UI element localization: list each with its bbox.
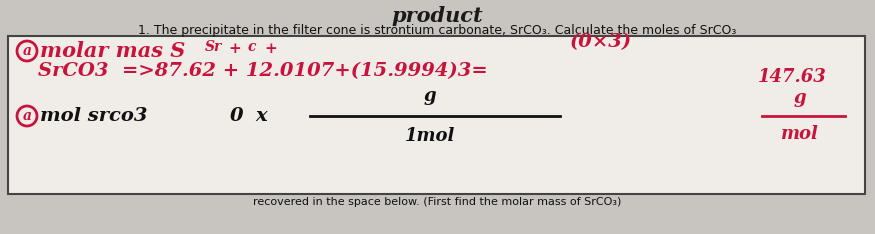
Text: a: a <box>23 44 32 58</box>
Text: 1. The precipitate in the filter cone is strontium carbonate, SrCO₃. Calculate t: 1. The precipitate in the filter cone is… <box>138 24 736 37</box>
Text: 1mol: 1mol <box>405 127 455 145</box>
Text: (0×3): (0×3) <box>570 33 632 51</box>
Text: +: + <box>228 42 241 56</box>
Text: g: g <box>424 87 437 105</box>
Text: Sr: Sr <box>205 40 222 54</box>
Text: mol: mol <box>781 125 819 143</box>
Text: 147.63: 147.63 <box>758 68 827 86</box>
Text: a: a <box>23 109 32 123</box>
Text: mol srco3: mol srco3 <box>40 107 148 125</box>
Text: c: c <box>248 40 256 54</box>
Text: 0: 0 <box>230 107 243 125</box>
Text: x: x <box>255 107 267 125</box>
Text: +: + <box>264 42 276 56</box>
Text: molar mas S: molar mas S <box>40 41 185 61</box>
Text: SrCO3  =>87.62 + 12.0107+(15.9994)3=: SrCO3 =>87.62 + 12.0107+(15.9994)3= <box>38 62 487 80</box>
Text: recovered in the space below. (First find the molar mass of SrCO₃): recovered in the space below. (First fin… <box>253 197 621 207</box>
Text: g: g <box>794 89 807 107</box>
Text: product: product <box>391 6 483 26</box>
FancyBboxPatch shape <box>8 36 865 194</box>
